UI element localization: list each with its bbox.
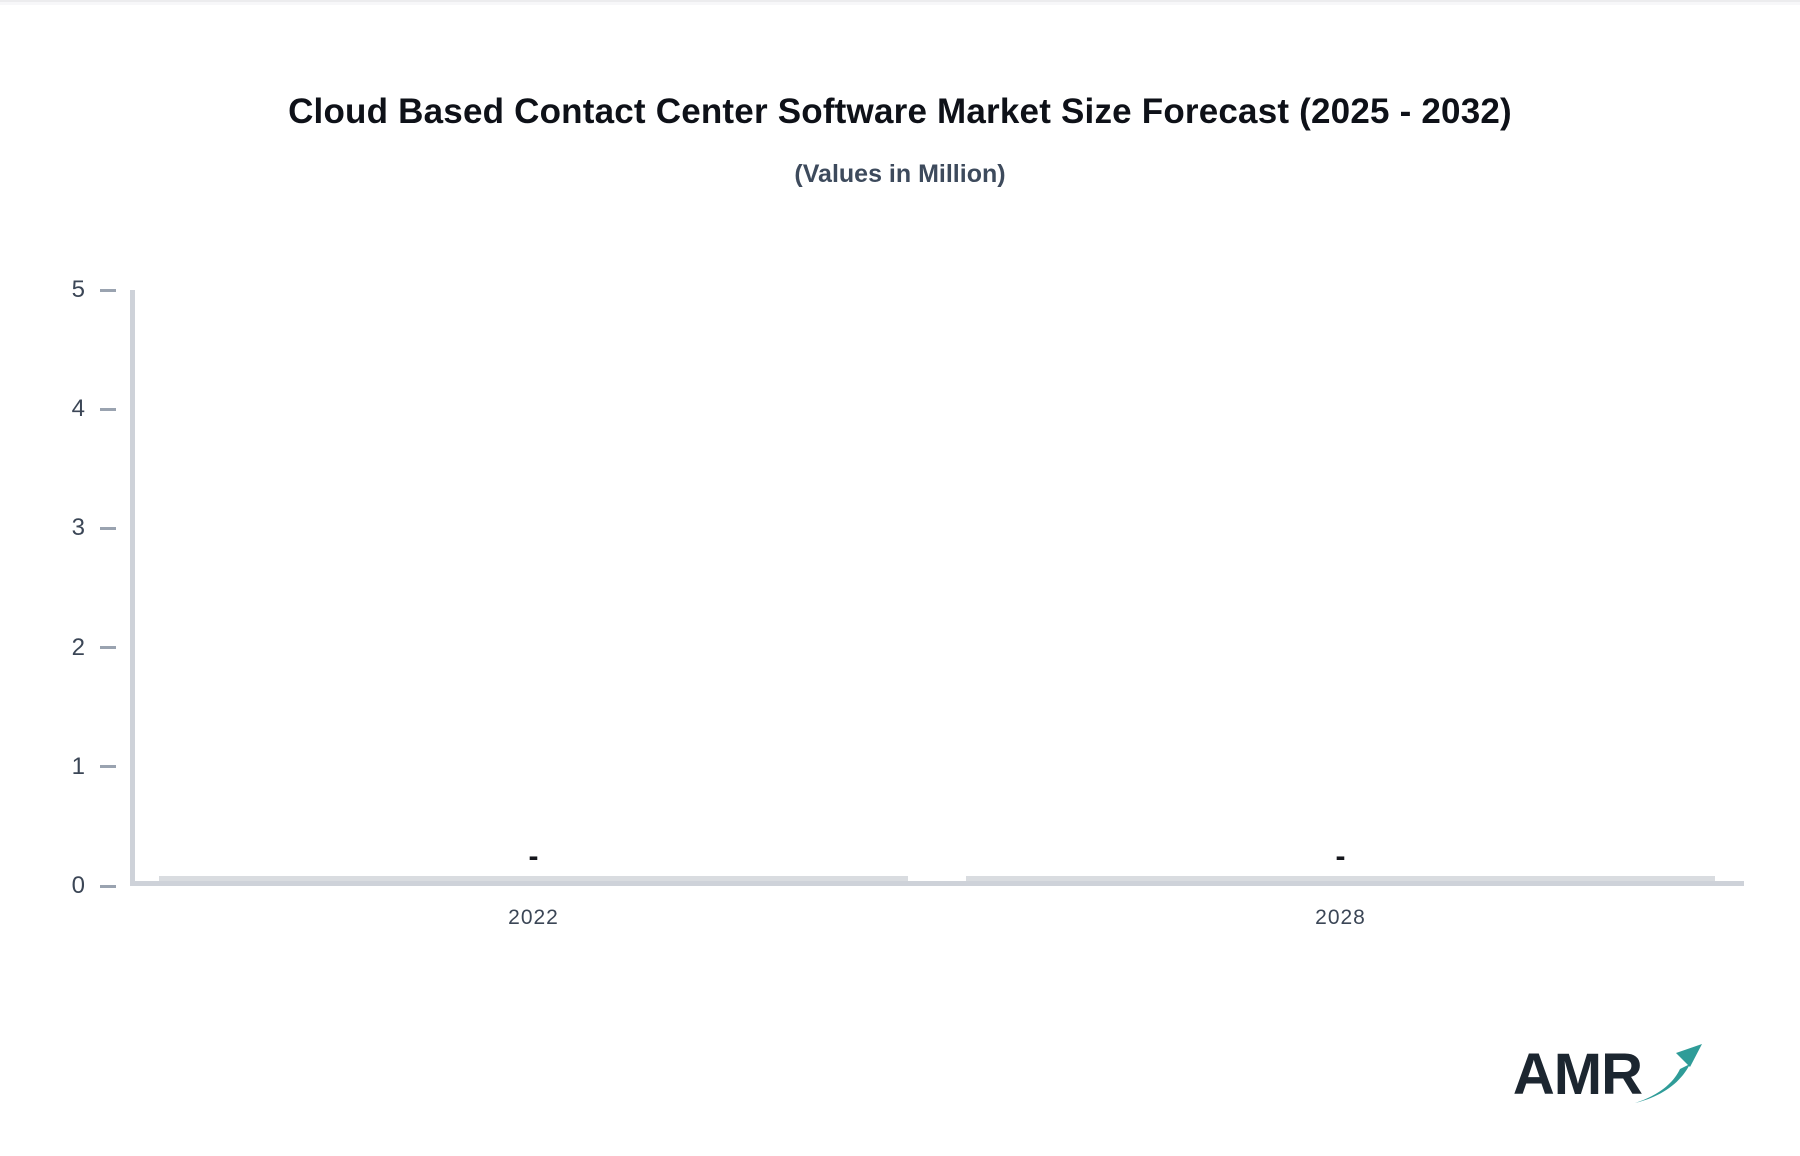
y-axis-tick: 1 (0, 752, 116, 780)
y-axis-tick: 0 (0, 874, 116, 898)
chart-subtitle: (Values in Million) (794, 160, 1006, 188)
growth-arrow-icon (1635, 1044, 1702, 1103)
bar-value-label: - (528, 840, 539, 873)
y-axis-tick: 5 (0, 278, 116, 302)
window-top-edge (0, 0, 1800, 5)
bar-2022 (159, 876, 908, 881)
y-axis-tick: 2 (0, 633, 116, 661)
y-axis-line (130, 290, 135, 886)
x-axis-line (130, 881, 1744, 886)
y-tick-mark (100, 526, 116, 530)
y-tick-label: 1 (71, 752, 85, 780)
y-tick-mark (100, 884, 116, 888)
y-axis-tick: 4 (0, 397, 116, 421)
x-tick-label: 2028 (1315, 906, 1366, 929)
y-tick-mark (100, 646, 116, 650)
y-tick-label: 2 (71, 633, 85, 661)
amr-logo-text: AMR (1512, 1042, 1643, 1107)
y-tick-mark (100, 765, 116, 769)
y-tick-mark (100, 407, 116, 411)
amr-logo: AMR (1513, 1042, 1704, 1108)
y-tick-mark (100, 288, 116, 292)
chart-title: Cloud Based Contact Center Software Mark… (288, 92, 1512, 131)
bar-value-label: - (1335, 840, 1346, 873)
y-tick-label: 5 (71, 276, 85, 303)
plot-area: 0 1 2 3 4 5 - - 2022 2028 (72, 278, 1744, 929)
bar-2028 (966, 876, 1715, 881)
y-axis-tick: 3 (0, 516, 116, 540)
y-tick-label: 4 (71, 395, 85, 423)
y-tick-label: 3 (71, 514, 85, 542)
y-tick-label: 0 (71, 872, 85, 899)
x-tick-label: 2022 (508, 906, 559, 929)
